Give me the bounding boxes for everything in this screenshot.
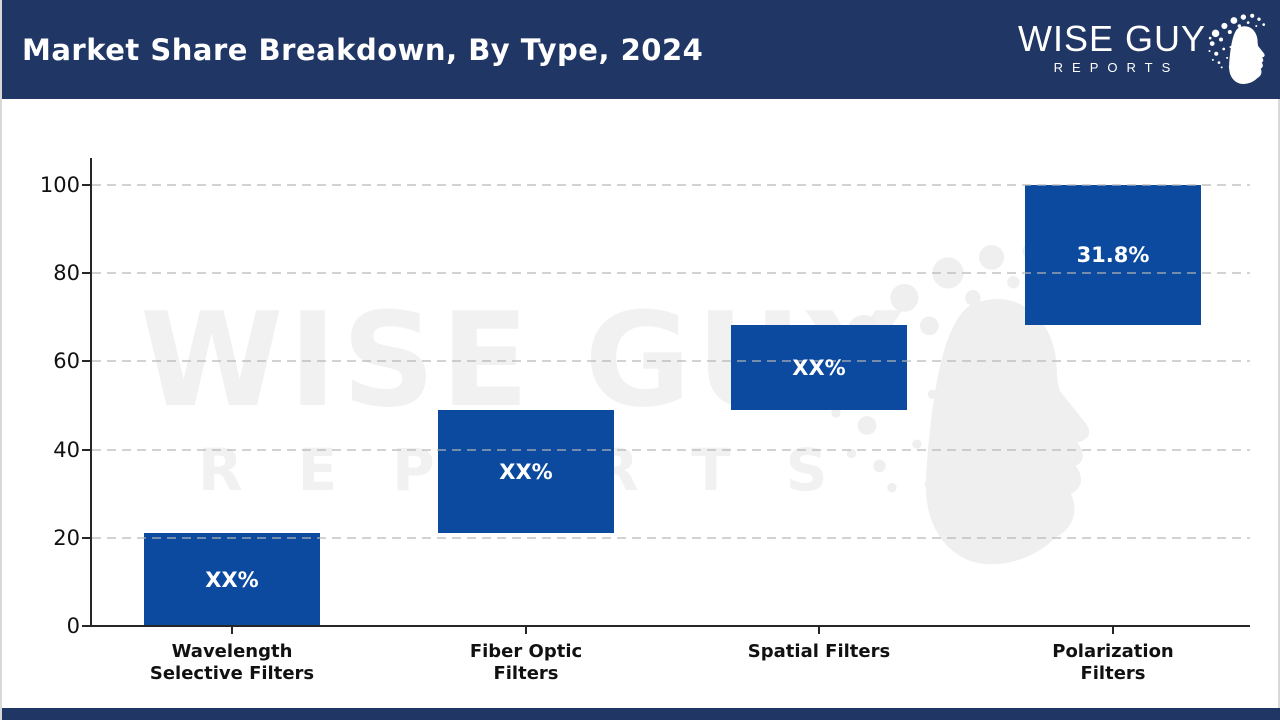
footer-bar: [2, 708, 1280, 720]
y-tick-label-0: 0: [66, 614, 80, 638]
bar-1: [144, 533, 320, 626]
logo-face-icon: [1208, 13, 1266, 85]
logo-subtitle-text: REPORTS: [1053, 60, 1180, 75]
x-tick-mark-2: [525, 627, 527, 634]
bar-value-label-4: 31.8%: [1076, 243, 1150, 268]
gridline-20: [92, 536, 1250, 539]
gridline-80: [92, 272, 1250, 275]
bar-2: [438, 409, 614, 534]
logo-wordmark: WISE GUY REPORTS: [1017, 18, 1206, 76]
x-tick-mark-4: [1112, 627, 1114, 634]
y-tick-label-100: 100: [39, 173, 80, 197]
y-axis-line: [90, 158, 92, 627]
logo-name-text: WISE GUY: [1017, 18, 1206, 59]
bar-value-label-3: XX%: [792, 355, 846, 380]
y-tick-mark-20: [82, 536, 90, 539]
x-category-label-1: Wavelength Selective Filters: [149, 641, 315, 684]
gridline-100: [92, 184, 1250, 186]
bar-4: [1025, 185, 1201, 326]
y-tick-mark-100: [82, 184, 90, 186]
gridline-40: [92, 448, 1250, 451]
bar-value-label-2: XX%: [499, 459, 553, 484]
bar-value-label-1: XX%: [205, 567, 259, 592]
x-category-label-2: Fiber Optic Filters: [469, 641, 583, 684]
y-tick-mark-80: [82, 272, 90, 275]
y-tick-label-20: 20: [53, 525, 80, 550]
gridline-60: [92, 360, 1250, 363]
x-category-label-3: Spatial Filters: [747, 641, 891, 662]
y-tick-label-80: 80: [53, 261, 80, 286]
x-tick-mark-3: [818, 627, 820, 634]
x-tick-mark-1: [231, 627, 233, 634]
y-tick-label-40: 40: [53, 437, 80, 462]
y-tick-mark-40: [82, 448, 90, 451]
chart-title: Market Share Breakdown, By Type, 2024: [22, 33, 704, 67]
header-bar: Market Share Breakdown, By Type, 2024 WI…: [2, 0, 1280, 99]
y-tick-mark-60: [82, 360, 90, 363]
bar-3: [731, 325, 907, 410]
y-tick-mark-0: [82, 625, 90, 627]
x-category-label-4: Polarization Filters: [1052, 641, 1174, 684]
x-axis-line: [90, 625, 1250, 627]
brand-logo: WISE GUY REPORTS: [998, 0, 1278, 99]
y-tick-label-60: 60: [53, 349, 80, 374]
